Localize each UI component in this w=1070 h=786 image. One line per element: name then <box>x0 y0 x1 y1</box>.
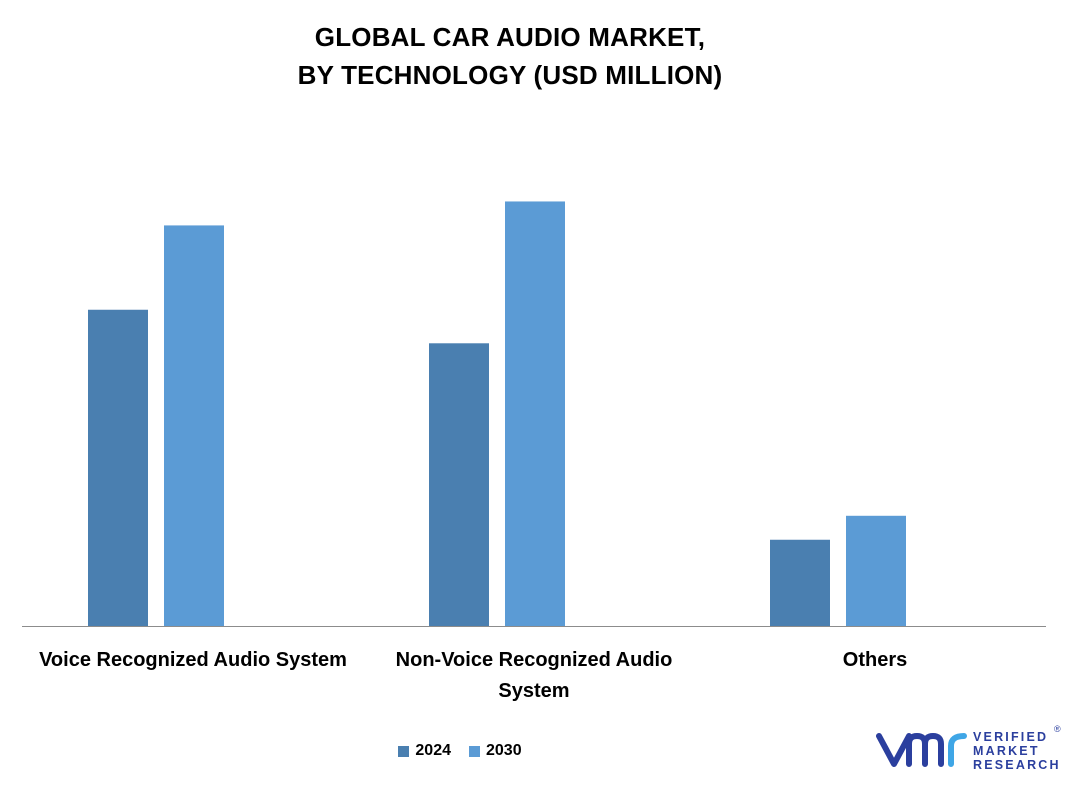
logo-wordmark: VERIFIED MARKET RESEARCH <box>973 730 1061 772</box>
category-label-0: Voice Recognized Audio System <box>39 649 347 671</box>
category-label-2-line-0: Others <box>843 649 907 671</box>
chart-title-line-1: GLOBAL CAR AUDIO MARKET, <box>314 22 706 52</box>
category-label-1-line-1: System <box>498 680 569 702</box>
vmr-monogram-icon <box>876 733 967 767</box>
category-label-0-line-0: Voice Recognized Audio System <box>39 649 347 671</box>
category-label-2: Others <box>843 649 907 671</box>
logo-line-1: VERIFIED <box>973 730 1049 744</box>
legend-swatch-2030 <box>469 745 480 757</box>
registered-mark: ® <box>1054 724 1061 734</box>
bar-2030-0 <box>164 225 224 626</box>
chart-title-line-2: BY TECHNOLOGY (USD MILLION) <box>297 60 723 90</box>
legend: 2024 2030 <box>0 742 1070 760</box>
logo-line-2: MARKET <box>973 744 1040 758</box>
bar-2024-1 <box>429 343 489 626</box>
category-label-1: Non-Voice Recognized Audio System <box>396 649 673 702</box>
bar-2030-2 <box>846 515 906 626</box>
legend-item-2024: 2024 <box>398 742 451 760</box>
logo-line-3: RESEARCH <box>973 758 1061 772</box>
category-label-1-line-0: Non-Voice Recognized Audio <box>396 649 673 671</box>
legend-label-2030: 2030 <box>486 742 522 759</box>
chart-title: GLOBAL CAR AUDIO MARKET, BY TECHNOLOGY (… <box>0 18 1020 94</box>
category-labels-group: Voice Recognized Audio System Non-Voice R… <box>39 649 907 702</box>
bars-group <box>88 201 906 627</box>
bar-2024-2 <box>770 539 830 626</box>
bar-2030-1 <box>505 201 565 627</box>
legend-swatch-2024 <box>398 745 410 757</box>
legend-item-2030: 2030 <box>469 742 522 760</box>
legend-label-2024: 2024 <box>415 742 451 759</box>
bar-2024-0 <box>88 309 148 626</box>
verified-market-research-logo: VERIFIED MARKET RESEARCH ® <box>876 724 1062 776</box>
